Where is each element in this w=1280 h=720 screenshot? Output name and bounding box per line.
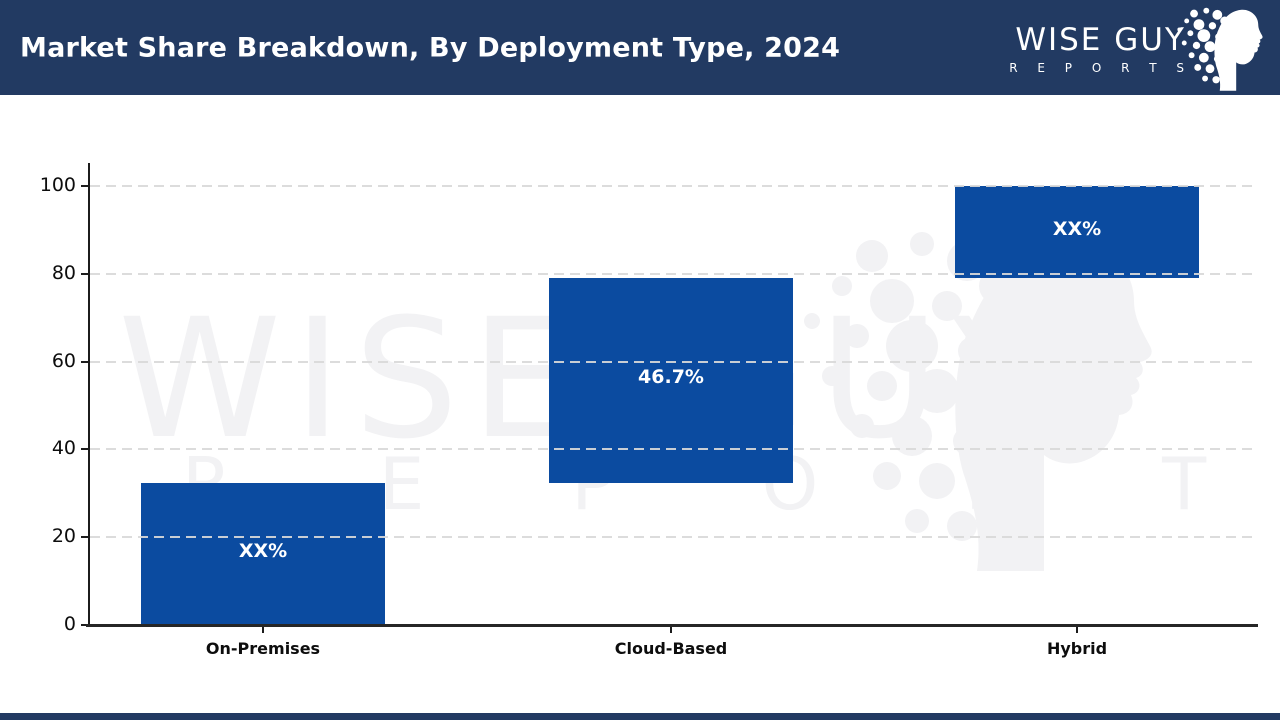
x-tick-mark: [1076, 627, 1078, 633]
bar-value-label: XX%: [238, 539, 288, 562]
wise-guy-logo: WISE GUY R E P O R T S: [1009, 4, 1270, 92]
x-tick-mark: [670, 627, 672, 633]
gridline: [90, 360, 1258, 363]
x-category-label: Hybrid: [1046, 639, 1108, 658]
gridline: [90, 272, 1258, 275]
logo-wordmark: WISE GUY: [1015, 21, 1186, 58]
y-tick-label: 40: [51, 437, 76, 460]
header-bar: Market Share Breakdown, By Deployment Ty…: [0, 0, 1280, 95]
bar-segment: [141, 482, 385, 625]
y-tick-mark: [81, 185, 89, 187]
y-tick-label: 100: [39, 174, 76, 196]
y-tick-label: 60: [51, 349, 76, 372]
y-axis-line: [88, 163, 90, 626]
logo-text: WISE GUY R E P O R T S: [1009, 22, 1192, 75]
y-tick-mark: [81, 360, 89, 363]
y-tick-mark: [81, 624, 89, 626]
y-tick-mark: [81, 272, 89, 275]
bar-segment: [955, 186, 1199, 278]
x-category-label: Cloud-Based: [614, 639, 728, 658]
y-tick-label: 80: [51, 261, 76, 284]
x-axis-line: [86, 624, 1258, 627]
watermark-face-icon: [804, 232, 1152, 571]
gridline: [90, 536, 1258, 539]
y-tick-mark: [81, 448, 89, 451]
y-tick-label: 20: [51, 525, 76, 548]
bar-value-label: 46.7%: [638, 366, 704, 389]
footer-bar: [0, 713, 1280, 720]
chart-title: Market Share Breakdown, By Deployment Ty…: [20, 32, 841, 63]
y-tick-mark: [81, 536, 89, 539]
x-category-label: On-Premises: [205, 639, 321, 658]
bar-value-label: XX%: [1052, 217, 1102, 240]
y-tick-label: 0: [63, 613, 76, 635]
gridline: [90, 185, 1258, 187]
gridline: [90, 448, 1258, 451]
x-tick-mark: [262, 627, 264, 633]
logo-subtitle: R E P O R T S: [1009, 60, 1192, 75]
